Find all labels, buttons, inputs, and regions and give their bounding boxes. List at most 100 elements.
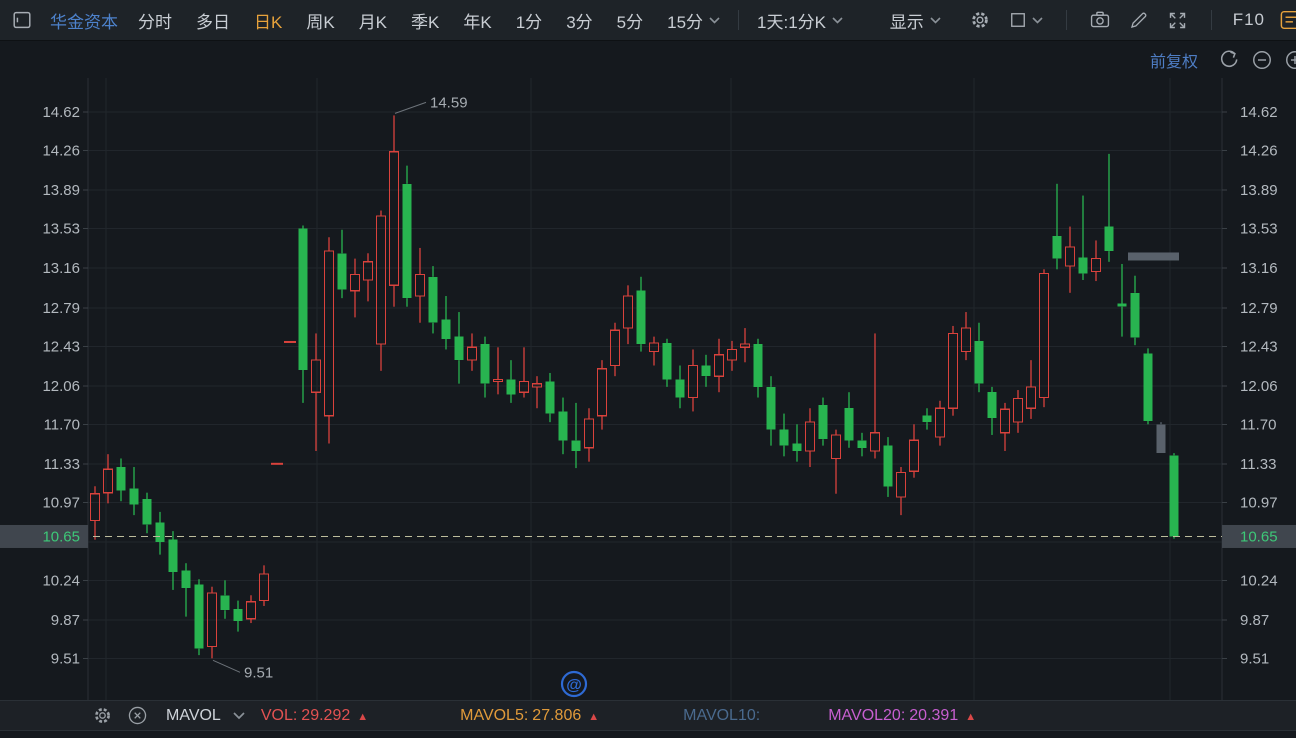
menu-item-多日[interactable]: 多日 — [196, 8, 230, 33]
menu-item-1分[interactable]: 1分 — [516, 8, 542, 33]
candle-up — [687, 364, 699, 399]
toolbar-divider — [1210, 10, 1212, 30]
candle-down — [168, 539, 178, 572]
menu-item-label: 多日 — [196, 12, 230, 32]
candle-down — [974, 340, 984, 384]
candle-up — [895, 471, 907, 498]
candle-up — [349, 274, 361, 292]
toolbar-right: 显示 — [878, 8, 1296, 33]
chevron-down-icon — [709, 16, 720, 24]
halt-marker — [1128, 252, 1179, 261]
watermark-logo: @ — [560, 670, 588, 698]
menu-item-label: 1分 — [515, 12, 543, 32]
menu-item-label: 月K — [358, 12, 388, 32]
current-price-left: 10.65 — [42, 528, 80, 545]
candle-down — [571, 440, 581, 451]
close-indicator-icon[interactable] — [125, 704, 149, 728]
grid-lines — [87, 78, 1223, 700]
candle-down — [337, 253, 347, 290]
axis-label-right: 13.89 — [1240, 182, 1278, 199]
legend-item-MAVOL10: MAVOL10: — [683, 707, 760, 725]
chevron-down-icon[interactable] — [233, 711, 245, 720]
menu-item-分时[interactable]: 分时 — [138, 8, 172, 33]
legend-value: 27.806 — [532, 706, 582, 724]
low-annotation: 9.51 — [244, 664, 273, 681]
menu-item-label: 日K — [254, 12, 283, 32]
up-arrow-icon: ▲ — [357, 710, 369, 723]
candle-up — [1012, 398, 1024, 423]
candle-down — [480, 344, 490, 384]
candle-flat — [1156, 424, 1166, 454]
menu-item-label: 周K — [306, 12, 335, 32]
candle-down — [155, 522, 165, 542]
camera-icon[interactable] — [1088, 8, 1112, 32]
chevron-down-icon — [1032, 16, 1043, 24]
adjustment-mode-button[interactable]: 前复权 — [1149, 54, 1198, 71]
axis-label-left: 12.06 — [42, 378, 80, 395]
candle-up — [934, 407, 946, 438]
axis-label-right: 12.43 — [1240, 338, 1278, 355]
menu-item-周K[interactable]: 周K — [306, 8, 334, 33]
menu-item-3分[interactable]: 3分 — [566, 8, 592, 33]
axis-label-right: 10.97 — [1240, 494, 1278, 511]
candle-down — [818, 405, 828, 440]
chart-style-button[interactable] — [1007, 8, 1045, 32]
adjustment-bar: 前复权 — [1150, 45, 1296, 75]
candle-up — [414, 274, 426, 297]
up-arrow-icon: ▲ — [588, 710, 600, 723]
candle-up — [908, 439, 920, 472]
candle-up — [960, 327, 972, 353]
f10-button[interactable]: F10 — [1232, 10, 1265, 29]
candlestick-chart[interactable]: 14.62 14.62 14.26 14.26 13.89 13.89 13.53 13.53… — [0, 78, 1296, 700]
display-menu-button[interactable]: 显示 — [890, 8, 941, 33]
candle-down — [129, 488, 139, 505]
display-menu-label: 显示 — [889, 12, 924, 32]
axis-label-right: 9.51 — [1240, 650, 1269, 667]
candle-down — [506, 379, 516, 395]
menu-item-月K[interactable]: 月K — [359, 8, 387, 33]
axis-label-right: 12.79 — [1240, 300, 1278, 317]
undo-icon[interactable] — [1217, 48, 1241, 72]
axis-label-left: 11.70 — [44, 416, 80, 433]
candle-up — [726, 348, 738, 361]
candle-up — [869, 432, 881, 452]
menu-item-15分[interactable]: 15分 — [667, 8, 720, 33]
menu-item-label: 3分 — [566, 12, 593, 32]
square-icon — [1011, 13, 1026, 27]
axis-label-left: 10.24 — [42, 572, 80, 589]
pencil-icon[interactable] — [1127, 8, 1151, 32]
candle-down — [1104, 226, 1114, 252]
zoom-in-icon[interactable] — [1283, 48, 1296, 72]
axis-label-right: 12.06 — [1240, 378, 1278, 395]
candle-up — [258, 573, 270, 602]
menu-item-1天:1分K[interactable]: 1天:1分K — [757, 8, 843, 33]
menu-item-年K[interactable]: 年K — [463, 8, 491, 33]
settings-gear-icon[interactable] — [968, 8, 992, 32]
current-price-right: 10.65 — [1240, 528, 1278, 545]
axis-label-left: 11.33 — [44, 456, 80, 473]
news-feed-icon[interactable] — [1280, 8, 1296, 32]
candle-up — [206, 592, 218, 648]
menu-item-label: 年K — [463, 12, 492, 32]
candle-down — [454, 336, 464, 361]
chevron-down-icon — [832, 16, 843, 24]
fullscreen-icon[interactable] — [1166, 8, 1190, 32]
legend-item-VOL: VOL: 29.292 ▲ — [261, 707, 368, 725]
candle-up — [1038, 272, 1050, 399]
axis-label-right: 9.87 — [1240, 612, 1269, 629]
axis-label-right: 14.62 — [1240, 104, 1278, 121]
menu-item-日K[interactable]: 日K — [254, 8, 282, 33]
menu-item-5分[interactable]: 5分 — [617, 8, 643, 33]
candle-down — [1117, 303, 1127, 307]
stock-name[interactable]: 华金资本 — [50, 12, 118, 32]
indicator-name[interactable]: MAVOL — [166, 706, 221, 724]
candle-down — [1052, 236, 1062, 259]
menu-item-季K[interactable]: 季K — [411, 8, 439, 33]
zoom-out-icon[interactable] — [1250, 48, 1274, 72]
candle-down — [142, 499, 152, 525]
candle-up — [323, 250, 335, 417]
current-price-line: 10.65 10.65 — [0, 524, 1296, 548]
legend-label: MAVOL5: — [460, 706, 529, 724]
panel-toggle-icon[interactable] — [10, 8, 34, 32]
indicator-settings-gear-icon[interactable] — [90, 704, 114, 728]
